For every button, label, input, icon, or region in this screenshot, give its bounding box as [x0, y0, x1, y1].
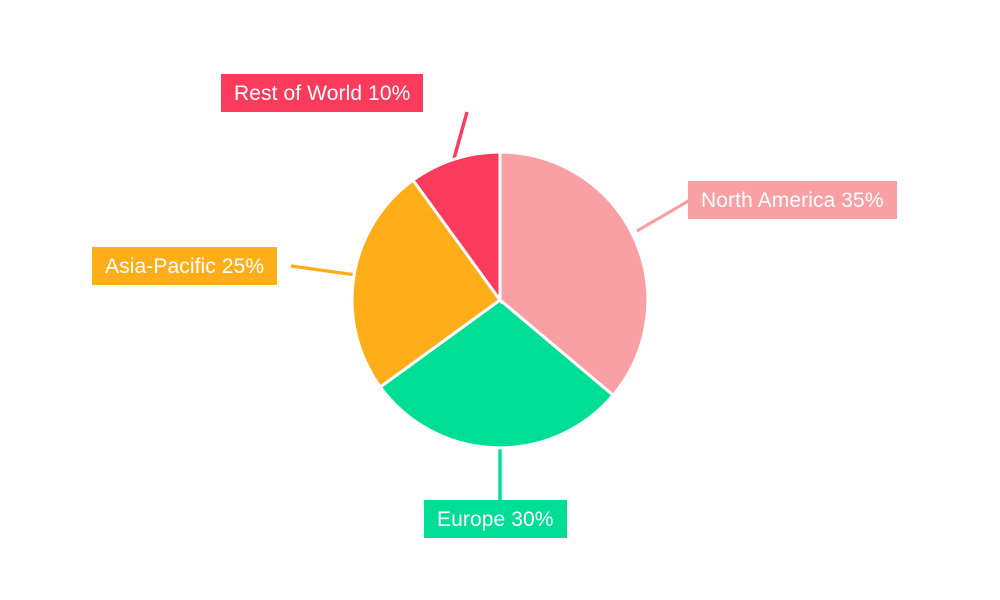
pie-label-north-america[interactable]: North America 35% — [688, 181, 897, 219]
pie-label-asia-pacific-text: Asia-Pacific 25% — [105, 254, 265, 278]
pie-label-asia-pacific[interactable]: Asia-Pacific 25% — [92, 247, 278, 285]
pie-slice-north-america[interactable] — [498, 150, 650, 398]
leader-line-asia-pacific — [290, 264, 357, 277]
pie-label-rest-of-world[interactable]: Rest of World 10% — [221, 74, 424, 112]
pie-slice-asia-pacific[interactable] — [350, 178, 503, 390]
pie-label-europe[interactable]: Europe 30% — [424, 500, 567, 538]
pie-slice-rest-of-world[interactable] — [410, 150, 502, 305]
pie-label-north-america-text: North America 35% — [701, 188, 884, 212]
pie-slice-europe[interactable] — [378, 298, 616, 450]
leader-line-north-america — [636, 198, 691, 233]
pie-label-rest-of-world-text: Rest of World 10% — [234, 81, 411, 105]
pie-label-europe-text: Europe 30% — [437, 507, 554, 531]
